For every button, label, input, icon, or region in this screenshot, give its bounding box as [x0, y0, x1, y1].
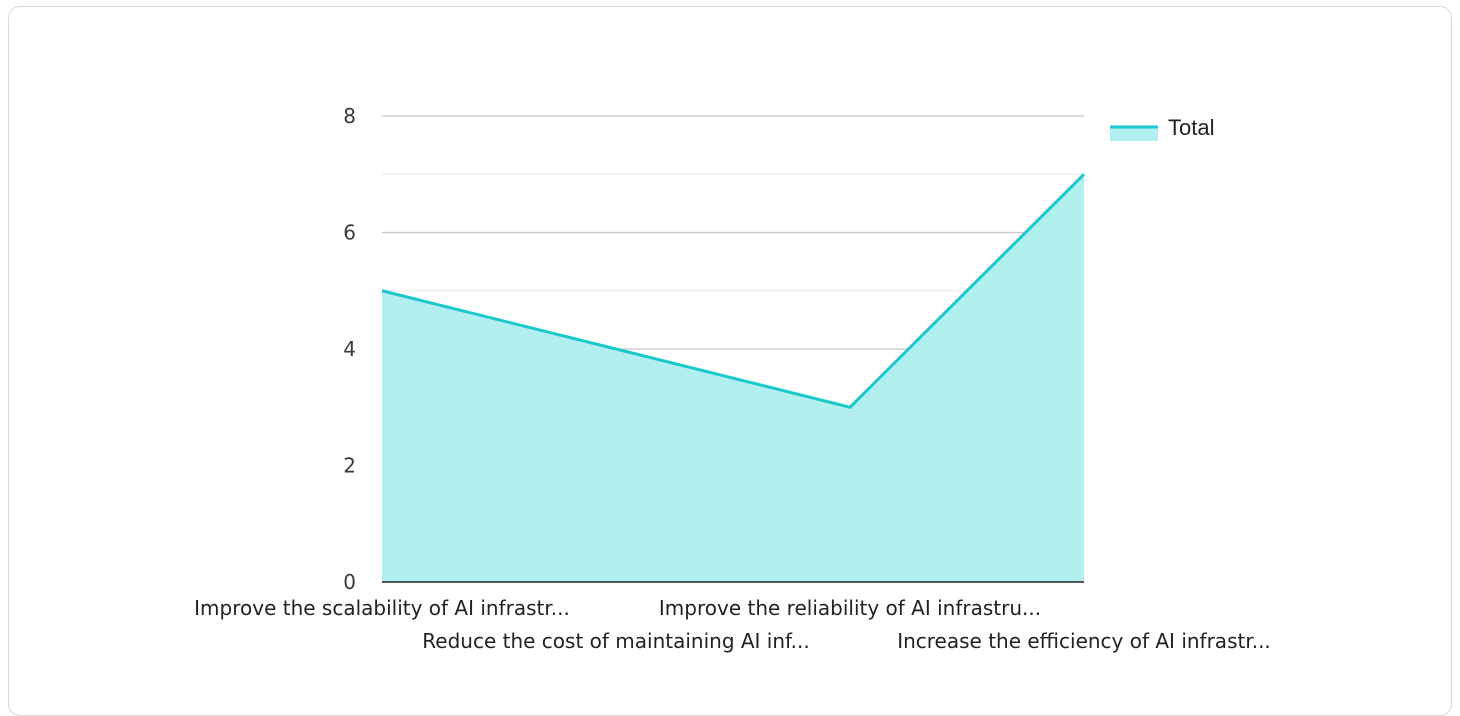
- y-tick-label: 2: [343, 454, 356, 478]
- y-tick-label: 0: [343, 570, 356, 594]
- x-category-label: Improve the reliability of AI infrastru.…: [659, 596, 1041, 620]
- y-tick-label: 6: [343, 221, 356, 245]
- legend-label-total: Total: [1168, 115, 1214, 140]
- x-category-label: Increase the efficiency of AI infrastr..…: [897, 629, 1271, 653]
- legend[interactable]: Total: [1110, 115, 1214, 141]
- x-category-label: Improve the scalability of AI infrastr..…: [194, 596, 570, 620]
- legend-swatch-fill: [1110, 127, 1158, 141]
- y-tick-label: 8: [343, 104, 356, 128]
- x-axis-labels: Improve the scalability of AI infrastr..…: [194, 596, 1271, 653]
- y-tick-label: 4: [343, 337, 356, 361]
- y-axis-ticks: 0 2 4 6 8: [343, 104, 356, 594]
- x-category-label: Reduce the cost of maintaining AI inf...: [422, 629, 809, 653]
